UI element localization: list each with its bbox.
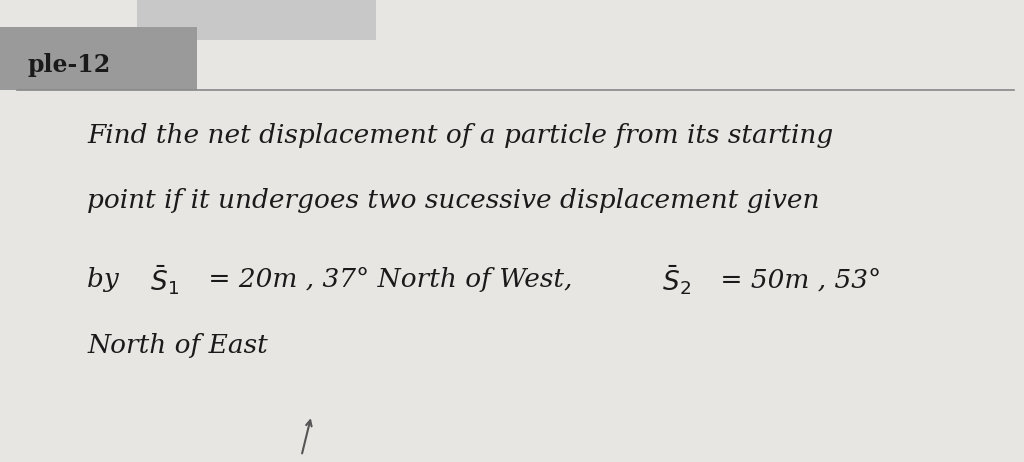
Text: point if it undergoes two sucessive displacement given: point if it undergoes two sucessive disp… [87,188,819,213]
Text: Find the net displacement of a particle from its starting: Find the net displacement of a particle … [87,122,834,147]
Text: $\bar{S}_2$: $\bar{S}_2$ [663,263,691,297]
Text: ple-12: ple-12 [28,53,111,77]
Text: North of East: North of East [87,333,268,358]
Text: = 20m , 37° North of West,: = 20m , 37° North of West, [200,267,581,292]
Text: $\bar{S}_1$: $\bar{S}_1$ [150,263,179,297]
Text: by: by [87,267,127,292]
Text: = 50m , 53°: = 50m , 53° [713,267,882,292]
FancyBboxPatch shape [137,0,376,40]
FancyBboxPatch shape [0,27,197,90]
